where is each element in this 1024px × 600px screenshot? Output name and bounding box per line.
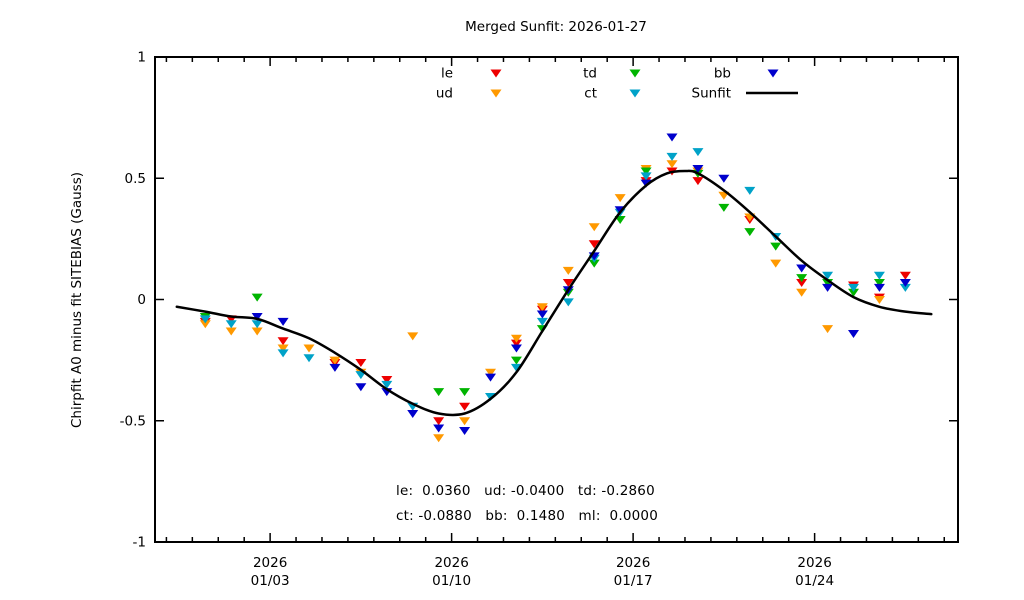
fit-coefficients-line2: ct: -0.0880 bb: 0.1480 ml: 0.0000 xyxy=(396,508,658,524)
chart-title: Merged Sunfit: 2026-01-27 xyxy=(465,19,647,35)
svg-text:2026: 2026 xyxy=(797,555,831,571)
series-ud-points xyxy=(199,160,885,443)
svg-text:ud: ud xyxy=(436,86,453,102)
svg-text:1: 1 xyxy=(137,50,146,66)
svg-text:01/17: 01/17 xyxy=(614,573,653,589)
series-le-points xyxy=(199,167,911,426)
svg-text:td: td xyxy=(583,66,597,82)
svg-text:0.5: 0.5 xyxy=(125,171,146,187)
y-axis: -1 -0.5 0 0.5 1 xyxy=(120,50,958,551)
axes xyxy=(154,56,959,543)
svg-text:-1: -1 xyxy=(133,535,146,551)
svg-text:0: 0 xyxy=(137,292,146,308)
svg-text:2026: 2026 xyxy=(616,555,650,571)
svg-text:01/10: 01/10 xyxy=(432,573,471,589)
series-Sunfit-line xyxy=(175,169,933,417)
x-axis: 2026 01/03 2026 01/10 2026 01/17 2026 01/24 xyxy=(165,57,946,589)
svg-text:2026: 2026 xyxy=(253,555,287,571)
svg-text:2026: 2026 xyxy=(434,555,468,571)
svg-text:le: le xyxy=(441,66,453,82)
series-bb-points xyxy=(251,133,911,435)
svg-text:01/24: 01/24 xyxy=(795,573,834,589)
svg-text:bb: bb xyxy=(714,66,731,82)
svg-text:01/03: 01/03 xyxy=(251,573,290,589)
fit-coefficients-line1: le: 0.0360 ud: -0.0400 td: -0.2860 xyxy=(396,483,655,499)
series-td-points xyxy=(199,167,885,397)
svg-text:-0.5: -0.5 xyxy=(120,413,146,429)
legend: le ud td ct bb Sunfit xyxy=(436,66,798,102)
svg-text:ct: ct xyxy=(584,86,597,102)
svg-text:Sunfit: Sunfit xyxy=(692,86,731,102)
